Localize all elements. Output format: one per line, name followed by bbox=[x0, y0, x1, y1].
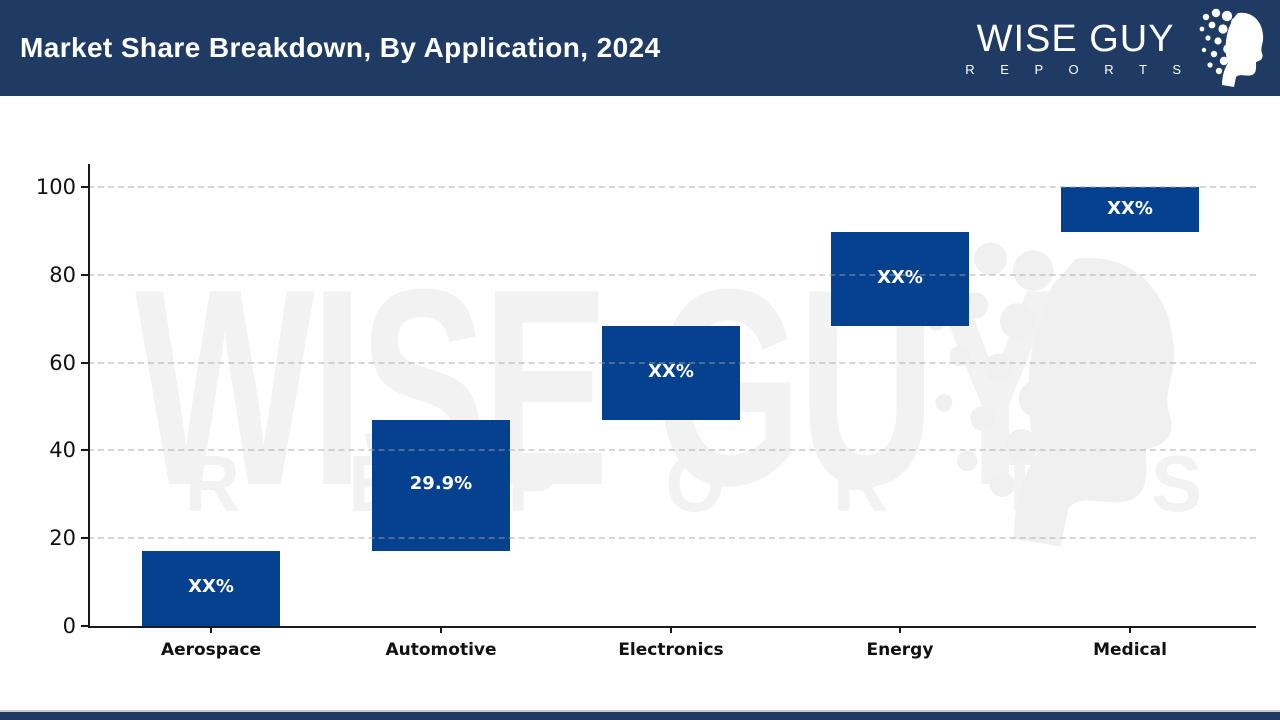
watermark-head-icon bbox=[926, 242, 1174, 547]
y-axis-label-100: 100 bbox=[35, 175, 76, 199]
footer-bar bbox=[0, 710, 1280, 720]
x-axis-label-energy: Energy bbox=[866, 640, 934, 660]
page-title: Market Share Breakdown, By Application, … bbox=[20, 32, 661, 63]
logo-text: WISE GUY R E P O R T S bbox=[959, 20, 1192, 77]
y-tickmark bbox=[81, 537, 88, 540]
y-axis-label-60: 60 bbox=[49, 350, 76, 375]
waterfall-chart: XX% Aerospace 29.9% Automotive XX% Electronic… bbox=[0, 96, 1280, 710]
gridline-20 bbox=[88, 537, 1256, 540]
y-tickmark bbox=[81, 449, 88, 452]
wise-guy-logo: WISE GUY R E P O R T S bbox=[959, 6, 1266, 90]
bar-energy bbox=[831, 232, 969, 327]
bar-automotive bbox=[372, 419, 510, 551]
y-axis bbox=[88, 164, 90, 628]
x-axis-label-medical: Medical bbox=[1093, 640, 1167, 660]
gridline-40 bbox=[88, 449, 1256, 452]
gridline-80 bbox=[88, 273, 1256, 276]
y-tickmark bbox=[81, 273, 88, 276]
y-axis-label-80: 80 bbox=[49, 262, 76, 287]
x-tickmark bbox=[210, 626, 212, 633]
x-tickmark bbox=[1129, 626, 1131, 633]
bar-value-label: XX% bbox=[877, 267, 923, 289]
bar-value-label: XX% bbox=[1107, 197, 1153, 219]
x-axis-label-automotive: Automotive bbox=[385, 640, 497, 660]
gridline-100 bbox=[88, 186, 1256, 188]
x-tickmark bbox=[670, 626, 672, 633]
logo-wordmark: WISE GUY bbox=[976, 17, 1175, 60]
bar-value-label: XX% bbox=[188, 576, 234, 598]
x-axis-label-electronics: Electronics bbox=[618, 640, 724, 660]
x-axis bbox=[88, 626, 1256, 628]
bar-value-label: XX% bbox=[648, 360, 694, 382]
x-tickmark bbox=[899, 626, 901, 633]
y-tickmark bbox=[81, 186, 88, 188]
y-tickmark bbox=[81, 361, 88, 364]
y-axis-label-40: 40 bbox=[49, 438, 76, 463]
bar-value-label: 29.9% bbox=[409, 473, 473, 495]
header-bar: Market Share Breakdown, By Application, … bbox=[0, 0, 1280, 96]
y-axis-label-0: 0 bbox=[62, 614, 76, 638]
y-tickmark bbox=[81, 625, 88, 627]
y-axis-label-20: 20 bbox=[49, 526, 76, 551]
x-axis-label-aerospace: Aerospace bbox=[160, 640, 262, 660]
logo-head-icon bbox=[1199, 8, 1264, 88]
bar-medical bbox=[1061, 187, 1199, 233]
bar-electronics bbox=[602, 326, 740, 420]
logo-tagline: R E P O R T S bbox=[965, 61, 1192, 77]
bar-aerospace bbox=[142, 550, 280, 626]
gridline-60 bbox=[88, 361, 1256, 364]
x-tickmark bbox=[440, 626, 442, 633]
